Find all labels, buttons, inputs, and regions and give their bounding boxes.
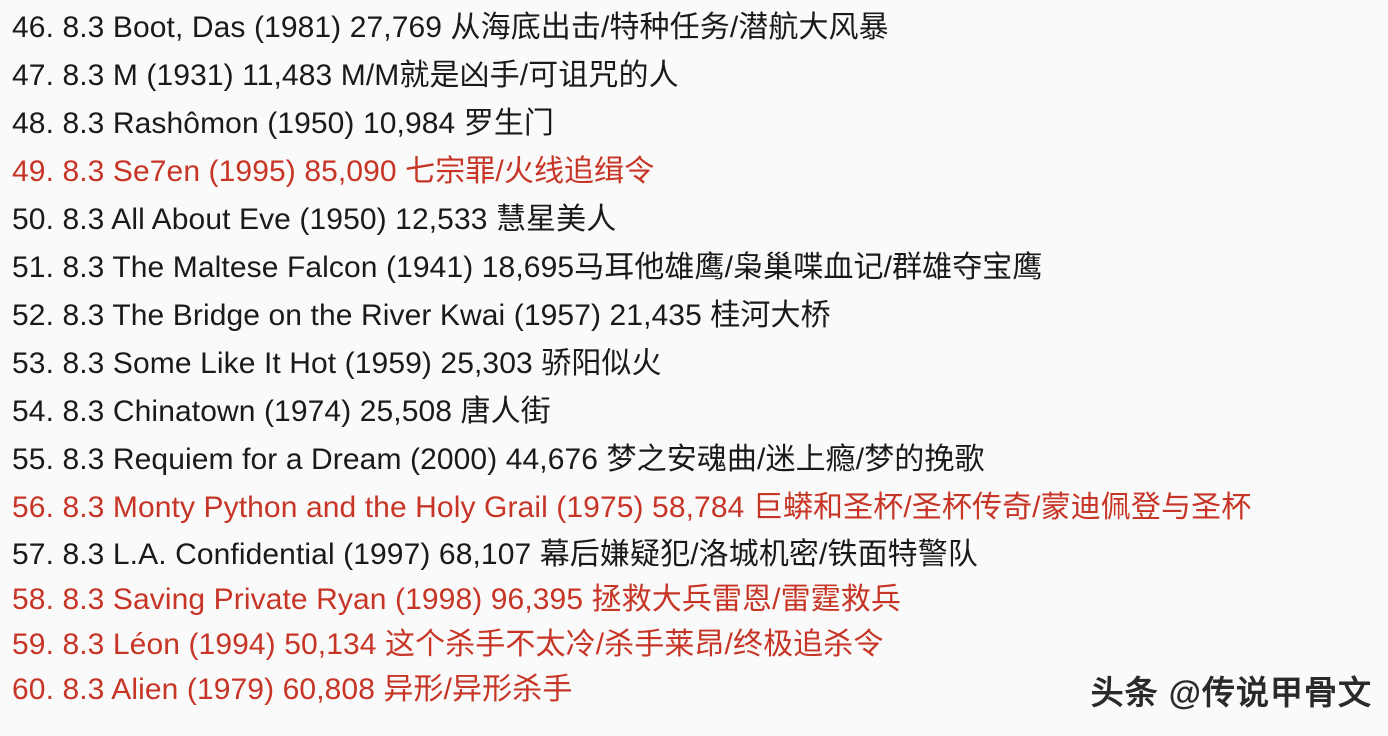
list-item: 52. 8.3 The Bridge on the River Kwai (19…: [12, 299, 831, 332]
list-item: 56. 8.3 Monty Python and the Holy Grail …: [12, 491, 1252, 524]
list-item: 50. 8.3 All About Eve (1950) 12,533 慧星美人: [12, 203, 617, 236]
list-item: 54. 8.3 Chinatown (1974) 25,508 唐人街: [12, 395, 551, 428]
list-item: 60. 8.3 Alien (1979) 60,808 异形/异形杀手: [12, 673, 573, 706]
list-item: 55. 8.3 Requiem for a Dream (2000) 44,67…: [12, 443, 985, 476]
list-item: 47. 8.3 M (1931) 11,483 M/M就是凶手/可诅咒的人: [12, 59, 679, 92]
list-item: 49. 8.3 Se7en (1995) 85,090 七宗罪/火线追缉令: [12, 155, 655, 188]
list-item: 46. 8.3 Boot, Das (1981) 27,769 从海底出击/特种…: [12, 11, 889, 44]
list-item: 57. 8.3 L.A. Confidential (1997) 68,107 …: [12, 538, 978, 571]
list-item: 59. 8.3 Léon (1994) 50,134 这个杀手不太冷/杀手莱昂/…: [12, 628, 884, 661]
list-item: 51. 8.3 The Maltese Falcon (1941) 18,695…: [12, 251, 1043, 284]
movie-list: 46. 8.3 Boot, Das (1981) 27,769 从海底出击/特种…: [12, 11, 1252, 706]
list-item: 48. 8.3 Rashômon (1950) 10,984 罗生门: [12, 107, 555, 140]
list-item: 58. 8.3 Saving Private Ryan (1998) 96,39…: [12, 583, 901, 616]
list-item: 53. 8.3 Some Like It Hot (1959) 25,303 骄…: [12, 347, 662, 380]
